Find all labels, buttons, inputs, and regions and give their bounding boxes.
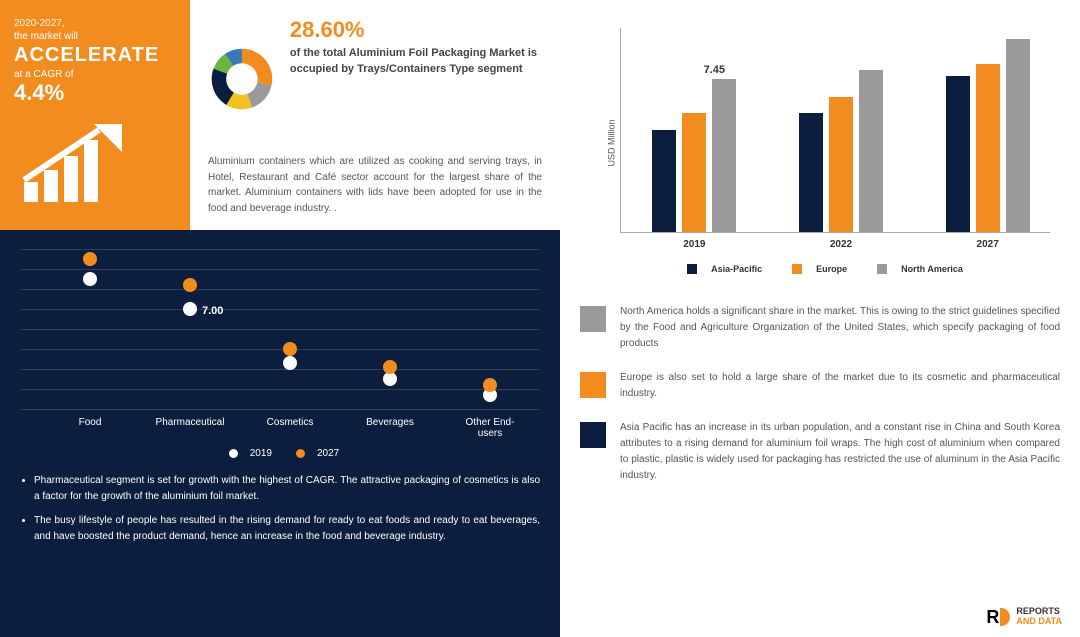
bar [976, 64, 1000, 232]
brand-logo: R REPORTS AND DATA [986, 607, 1062, 627]
scatter-point [283, 356, 297, 370]
bullet-item: Pharmaceutical segment is set for growth… [34, 473, 540, 505]
scatter-point [183, 302, 197, 316]
scatter-category-label: Cosmetics [267, 417, 314, 428]
bar [946, 76, 970, 232]
cagr-label: at a CAGR of [14, 69, 176, 80]
donut-chart [208, 14, 276, 144]
scatter-point [83, 252, 97, 266]
scatter-point [383, 360, 397, 374]
accelerate-word: ACCELERATE [14, 44, 176, 67]
region-desc-item: Asia Pacific has an increase in its urba… [580, 420, 1060, 484]
growth-arrow-icon [14, 122, 134, 212]
donut-panel: 28.60% of the total Aluminium Foil Packa… [190, 0, 560, 230]
scatter-point [283, 342, 297, 356]
legend-item: 2019 [221, 448, 272, 459]
scatter-data-label: 7.00 [202, 305, 223, 317]
region-desc-text: Asia Pacific has an increase in its urba… [620, 420, 1060, 484]
bar-legend: Asia-Pacific Europe North America [580, 264, 1060, 276]
region-desc-text: Europe is also set to hold a large share… [620, 370, 1060, 402]
bar-ylabel: USD Million [607, 119, 617, 166]
cagr-value: 4.4% [14, 80, 176, 106]
logo-line2: AND DATA [1016, 617, 1062, 627]
bar-x-label: 2027 [977, 239, 999, 250]
market-will-text: the market will [14, 31, 176, 42]
bar-x-label: 2019 [683, 239, 705, 250]
region-desc-item: Europe is also set to hold a large share… [580, 370, 1060, 402]
legend-item: Asia-Pacific [677, 264, 762, 274]
accelerate-panel: 2020-2027, the market will ACCELERATE at… [0, 0, 190, 230]
bar-chart: USD Million 2019 2022 2027 7.45 [610, 28, 1050, 258]
bar [1006, 39, 1030, 232]
bar [682, 113, 706, 232]
region-desc-item: North America holds a significant share … [580, 304, 1060, 352]
bar [712, 79, 736, 232]
legend-item: 2027 [288, 448, 339, 459]
legend-item: North America [867, 264, 963, 274]
scatter-legend: 2019 2027 [20, 448, 540, 461]
legend-item: Europe [782, 264, 847, 274]
donut-percent: 28.60% [290, 14, 542, 46]
scatter-point [83, 272, 97, 286]
scatter-panel: Food Pharmaceutical Cosmetics Beverages Othe… [0, 230, 560, 637]
scatter-point [483, 378, 497, 392]
bar [829, 97, 853, 232]
region-desc-text: North America holds a significant share … [620, 304, 1060, 352]
scatter-category-label: Food [79, 417, 102, 428]
donut-subtitle: of the total Aluminium Foil Packaging Ma… [290, 46, 542, 78]
scatter-category-label: Pharmaceutical [156, 417, 225, 428]
period-text: 2020-2027, [14, 18, 176, 29]
scatter-point [383, 372, 397, 386]
bar-data-label: 7.45 [704, 64, 725, 76]
scatter-chart: Food Pharmaceutical Cosmetics Beverages Othe… [20, 244, 540, 444]
scatter-bullets: Pharmaceutical segment is set for growth… [20, 473, 540, 545]
bar [652, 130, 676, 233]
bullet-item: The busy lifestyle of people has resulte… [34, 513, 540, 545]
bar-x-label: 2022 [830, 239, 852, 250]
scatter-point [183, 278, 197, 292]
bar [799, 113, 823, 232]
donut-paragraph: Aluminium containers which are utilized … [208, 154, 542, 216]
bar [859, 70, 883, 232]
region-color-swatch [580, 422, 606, 448]
region-descriptions: North America holds a significant share … [580, 304, 1060, 484]
scatter-category-label: Beverages [366, 417, 414, 428]
region-color-swatch [580, 306, 606, 332]
region-color-swatch [580, 372, 606, 398]
scatter-category-label: Other End-users [465, 417, 515, 439]
